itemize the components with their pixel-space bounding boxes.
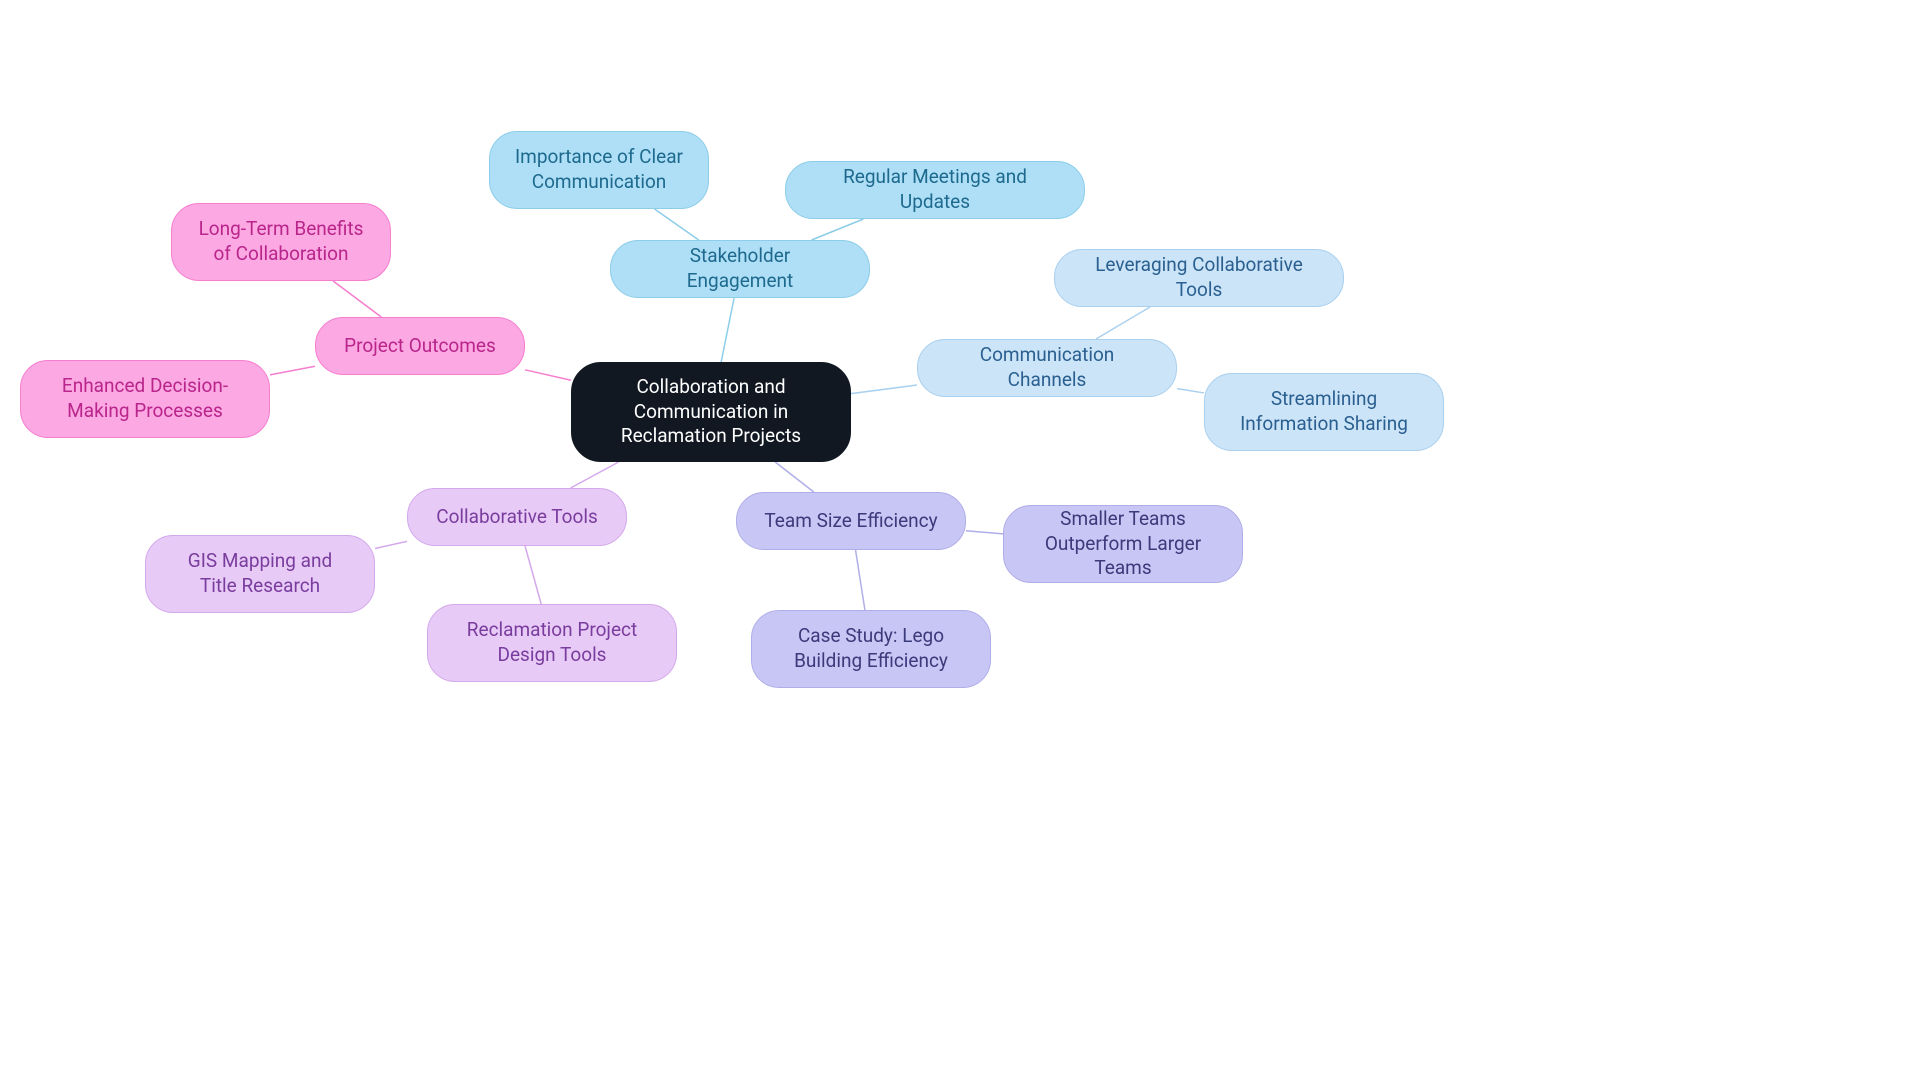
node-label-streamlining: Streamlining Information Sharing — [1229, 387, 1419, 436]
node-decision: Enhanced Decision-Making Processes — [20, 360, 270, 438]
node-label-teamsize: Team Size Efficiency — [764, 509, 937, 534]
node-longterm: Long-Term Benefits of Collaboration — [171, 203, 391, 281]
node-label-design: Reclamation Project Design Tools — [452, 618, 652, 667]
node-label-longterm: Long-Term Benefits of Collaboration — [196, 217, 366, 266]
node-stakeholder: Stakeholder Engagement — [610, 240, 870, 298]
node-label-center: Collaboration and Communication in Recla… — [596, 375, 826, 449]
node-label-stakeholder: Stakeholder Engagement — [635, 244, 845, 293]
node-label-meetings: Regular Meetings and Updates — [810, 165, 1060, 214]
node-lego: Case Study: Lego Building Efficiency — [751, 610, 991, 688]
node-meetings: Regular Meetings and Updates — [785, 161, 1085, 219]
node-label-smaller: Smaller Teams Outperform Larger Teams — [1028, 507, 1218, 581]
node-center: Collaboration and Communication in Recla… — [571, 362, 851, 462]
node-teamsize: Team Size Efficiency — [736, 492, 966, 550]
mindmap-canvas: Collaboration and Communication in Recla… — [0, 0, 1920, 1083]
node-channels: Communication Channels — [917, 339, 1177, 397]
node-leveraging: Leveraging Collaborative Tools — [1054, 249, 1344, 307]
node-tools: Collaborative Tools — [407, 488, 627, 546]
node-label-gis: GIS Mapping and Title Research — [170, 549, 350, 598]
node-design: Reclamation Project Design Tools — [427, 604, 677, 682]
node-outcomes: Project Outcomes — [315, 317, 525, 375]
node-streamlining: Streamlining Information Sharing — [1204, 373, 1444, 451]
node-smaller: Smaller Teams Outperform Larger Teams — [1003, 505, 1243, 583]
node-gis: GIS Mapping and Title Research — [145, 535, 375, 613]
node-label-channels: Communication Channels — [942, 343, 1152, 392]
node-label-lego: Case Study: Lego Building Efficiency — [776, 624, 966, 673]
node-clear-comm: Importance of Clear Communication — [489, 131, 709, 209]
node-label-tools: Collaborative Tools — [436, 505, 598, 530]
node-label-decision: Enhanced Decision-Making Processes — [45, 374, 245, 423]
node-label-leveraging: Leveraging Collaborative Tools — [1079, 253, 1319, 302]
node-label-clear-comm: Importance of Clear Communication — [514, 145, 684, 194]
node-label-outcomes: Project Outcomes — [344, 334, 496, 359]
